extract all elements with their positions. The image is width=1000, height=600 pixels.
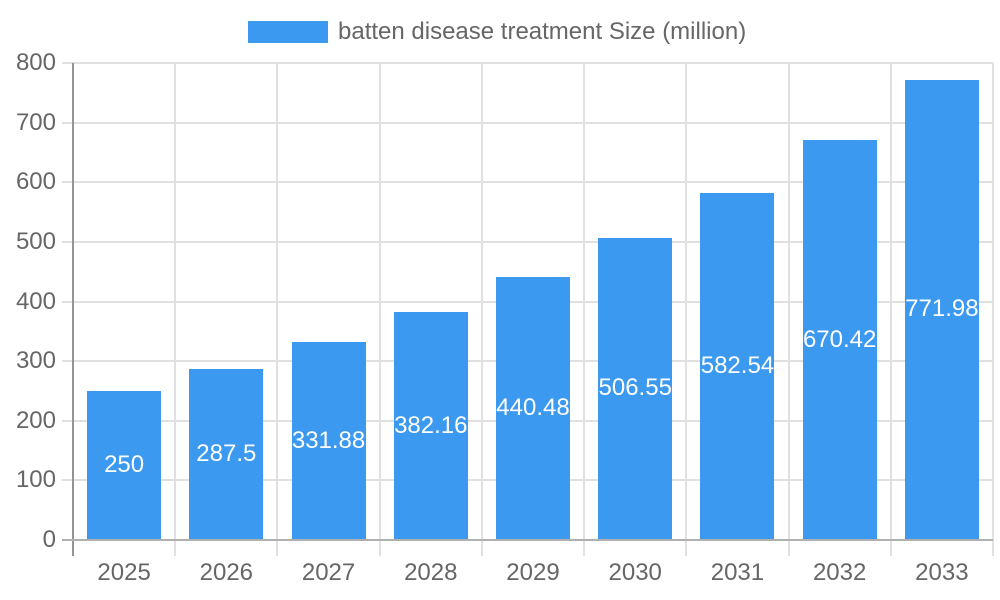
y-axis-line	[72, 63, 74, 556]
x-gridline	[889, 63, 892, 556]
bar[interactable]	[496, 277, 570, 539]
x-axis-label: 2033	[915, 559, 969, 586]
y-axis-label: 600	[15, 168, 56, 196]
y-axis-label: 0	[42, 526, 56, 553]
y-axis-label: 200	[15, 406, 56, 434]
x-axis-line	[62, 539, 993, 541]
bar[interactable]	[291, 342, 366, 539]
x-gridline	[174, 63, 177, 556]
legend-swatch	[248, 21, 328, 43]
x-gridline	[583, 63, 586, 556]
bar-value-label: 506.55	[598, 374, 672, 402]
y-axis-label: 400	[15, 287, 56, 315]
x-axis-label: 2027	[301, 559, 356, 586]
bar[interactable]	[904, 79, 979, 539]
y-gridline	[62, 62, 993, 64]
y-axis-label: 800	[15, 49, 56, 76]
x-gridline	[276, 63, 279, 556]
x-axis-label: 2025	[97, 559, 151, 586]
plot-area: 250 287.5 331.88 382.16 440.48 506.55 582.54 67…	[62, 62, 994, 556]
x-gridline	[480, 63, 483, 556]
bar-value-label: 287.5	[196, 439, 257, 467]
y-axis-label: 300	[15, 347, 56, 375]
x-axis-label: 2029	[506, 559, 560, 586]
bar[interactable]	[700, 192, 775, 539]
y-gridline	[62, 181, 993, 184]
legend: batten disease treatment Size (million)	[248, 18, 747, 45]
bar-value-label: 382.16	[394, 411, 468, 439]
x-axis-label: 2030	[608, 559, 662, 586]
bar[interactable]	[87, 390, 162, 539]
x-axis-label: 2031	[710, 559, 765, 586]
bar-value-label: 331.88	[291, 426, 366, 454]
y-gridline	[62, 121, 993, 124]
x-gridline	[787, 63, 790, 556]
bar-value-label: 250	[104, 450, 145, 478]
x-gridline	[992, 63, 994, 556]
x-axis-label: 2026	[199, 559, 254, 586]
bar-value-label: 440.48	[496, 394, 570, 422]
bar[interactable]	[189, 368, 264, 539]
bar-value-label: 582.54	[700, 351, 775, 379]
x-gridline	[378, 63, 381, 556]
bar[interactable]	[393, 312, 468, 539]
y-gridline	[62, 240, 993, 243]
bar-value-label: 670.42	[802, 325, 877, 353]
bar[interactable]	[802, 140, 877, 539]
y-axis-label: 100	[15, 466, 56, 494]
x-axis-label: 2028	[404, 559, 458, 586]
y-axis-label: 500	[15, 227, 56, 255]
legend-label: batten disease treatment Size (million)	[338, 18, 747, 45]
y-axis-label: 700	[15, 108, 56, 136]
x-gridline	[685, 63, 688, 556]
bar-value-label: 771.98	[905, 295, 979, 323]
bar[interactable]	[598, 237, 673, 539]
x-axis-label: 2032	[812, 559, 867, 586]
